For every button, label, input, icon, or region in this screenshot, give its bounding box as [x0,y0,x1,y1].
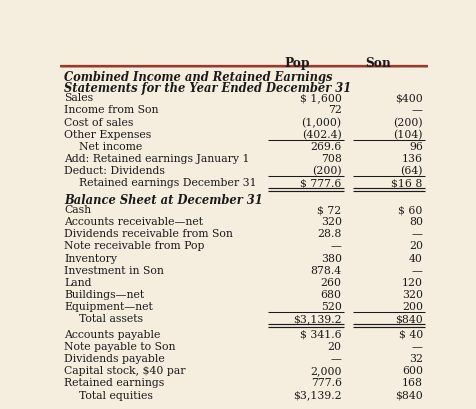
Text: 72: 72 [328,106,342,115]
Text: —: — [331,354,342,364]
Text: 320: 320 [402,290,423,300]
Text: Son: Son [366,57,392,70]
Text: $840: $840 [395,391,423,400]
Text: Total assets: Total assets [79,314,143,324]
Text: Retained earnings: Retained earnings [64,378,164,389]
Text: Net income: Net income [79,142,142,152]
Text: 680: 680 [321,290,342,300]
Text: 200: 200 [402,302,423,312]
Text: (1,000): (1,000) [302,117,342,128]
Text: $ 72: $ 72 [317,205,342,215]
Text: 32: 32 [409,354,423,364]
Text: Dividends receivable from Son: Dividends receivable from Son [64,229,233,239]
Text: 878.4: 878.4 [310,266,342,276]
Text: (402.4): (402.4) [302,130,342,140]
Text: $3,139.2: $3,139.2 [293,314,342,324]
Text: $3,139.2: $3,139.2 [293,391,342,400]
Text: Deduct: Dividends: Deduct: Dividends [64,166,165,176]
Text: Note receivable from Pop: Note receivable from Pop [64,241,204,252]
Text: —: — [412,106,423,115]
Text: Income from Son: Income from Son [64,106,159,115]
Text: Retained earnings December 31: Retained earnings December 31 [79,178,256,188]
Text: Combined Income and Retained Earnings: Combined Income and Retained Earnings [64,72,332,84]
Text: 260: 260 [321,278,342,288]
Text: —: — [331,241,342,252]
Text: Statements for the Year Ended December 31: Statements for the Year Ended December 3… [64,82,351,95]
Text: —: — [412,342,423,352]
Text: Note payable to Son: Note payable to Son [64,342,176,352]
Text: Accounts payable: Accounts payable [64,330,160,340]
Text: Sales: Sales [64,93,93,103]
Text: 708: 708 [321,154,342,164]
Text: Equipment—net: Equipment—net [64,302,153,312]
Text: Dividends payable: Dividends payable [64,354,165,364]
Text: Capital stock, $40 par: Capital stock, $40 par [64,366,186,376]
Text: $ 1,600: $ 1,600 [300,93,342,103]
Text: Pop: Pop [285,57,310,70]
Text: Cash: Cash [64,205,91,215]
Text: 20: 20 [327,342,342,352]
Text: Balance Sheet at December 31: Balance Sheet at December 31 [64,194,263,207]
Text: 28.8: 28.8 [317,229,342,239]
Text: 136: 136 [402,154,423,164]
Text: $ 60: $ 60 [398,205,423,215]
Text: 20: 20 [409,241,423,252]
Text: 168: 168 [402,378,423,389]
Text: 520: 520 [321,302,342,312]
Text: Land: Land [64,278,91,288]
Text: Buildings—net: Buildings—net [64,290,144,300]
Text: —: — [412,266,423,276]
Text: $400: $400 [395,93,423,103]
Text: (200): (200) [393,117,423,128]
Text: 320: 320 [321,217,342,227]
Text: Total equities: Total equities [79,391,152,400]
Text: 80: 80 [409,217,423,227]
Text: Investment in Son: Investment in Son [64,266,164,276]
Text: $ 341.6: $ 341.6 [300,330,342,340]
Text: Cost of sales: Cost of sales [64,117,133,128]
Text: $16 8: $16 8 [391,178,423,188]
Text: $840: $840 [395,314,423,324]
Text: 120: 120 [402,278,423,288]
Text: 40: 40 [409,254,423,263]
Text: 2,000: 2,000 [310,366,342,376]
Text: (104): (104) [393,130,423,140]
Text: 269.6: 269.6 [310,142,342,152]
Text: 380: 380 [321,254,342,263]
Text: $ 40: $ 40 [398,330,423,340]
Text: Other Expenses: Other Expenses [64,130,151,139]
Text: Accounts receivable—net: Accounts receivable—net [64,217,203,227]
Text: $ 777.6: $ 777.6 [300,178,342,188]
Text: (64): (64) [400,166,423,176]
Text: Add: Retained earnings January 1: Add: Retained earnings January 1 [64,154,249,164]
Text: (200): (200) [312,166,342,176]
Text: 600: 600 [402,366,423,376]
Text: Inventory: Inventory [64,254,117,263]
Text: 96: 96 [409,142,423,152]
Text: 777.6: 777.6 [311,378,342,389]
Text: —: — [412,229,423,239]
